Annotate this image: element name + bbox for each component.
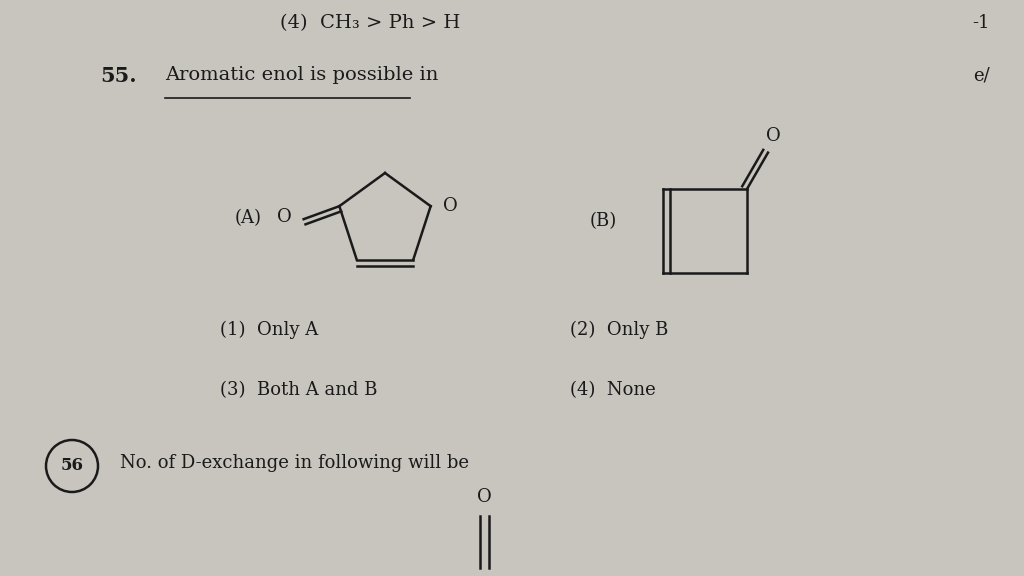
Text: (1)  Only A: (1) Only A: [220, 321, 318, 339]
Text: e/: e/: [973, 66, 990, 84]
Text: 55.: 55.: [100, 66, 136, 86]
Text: (4)  None: (4) None: [570, 381, 655, 399]
Text: O: O: [766, 127, 780, 145]
Text: O: O: [276, 208, 292, 226]
Text: O: O: [442, 197, 458, 215]
Text: O: O: [477, 488, 492, 506]
Text: No. of D-exchange in following will be: No. of D-exchange in following will be: [120, 454, 469, 472]
Text: Aromatic enol is possible in: Aromatic enol is possible in: [165, 66, 438, 84]
Text: (4)  CH₃ > Ph > H: (4) CH₃ > Ph > H: [280, 14, 461, 32]
Text: (A): (A): [234, 209, 262, 227]
Text: (2)  Only B: (2) Only B: [570, 321, 669, 339]
Text: (3)  Both A and B: (3) Both A and B: [220, 381, 378, 399]
Text: -1: -1: [973, 14, 990, 32]
Text: (B): (B): [590, 212, 617, 230]
Text: 56: 56: [60, 457, 84, 475]
